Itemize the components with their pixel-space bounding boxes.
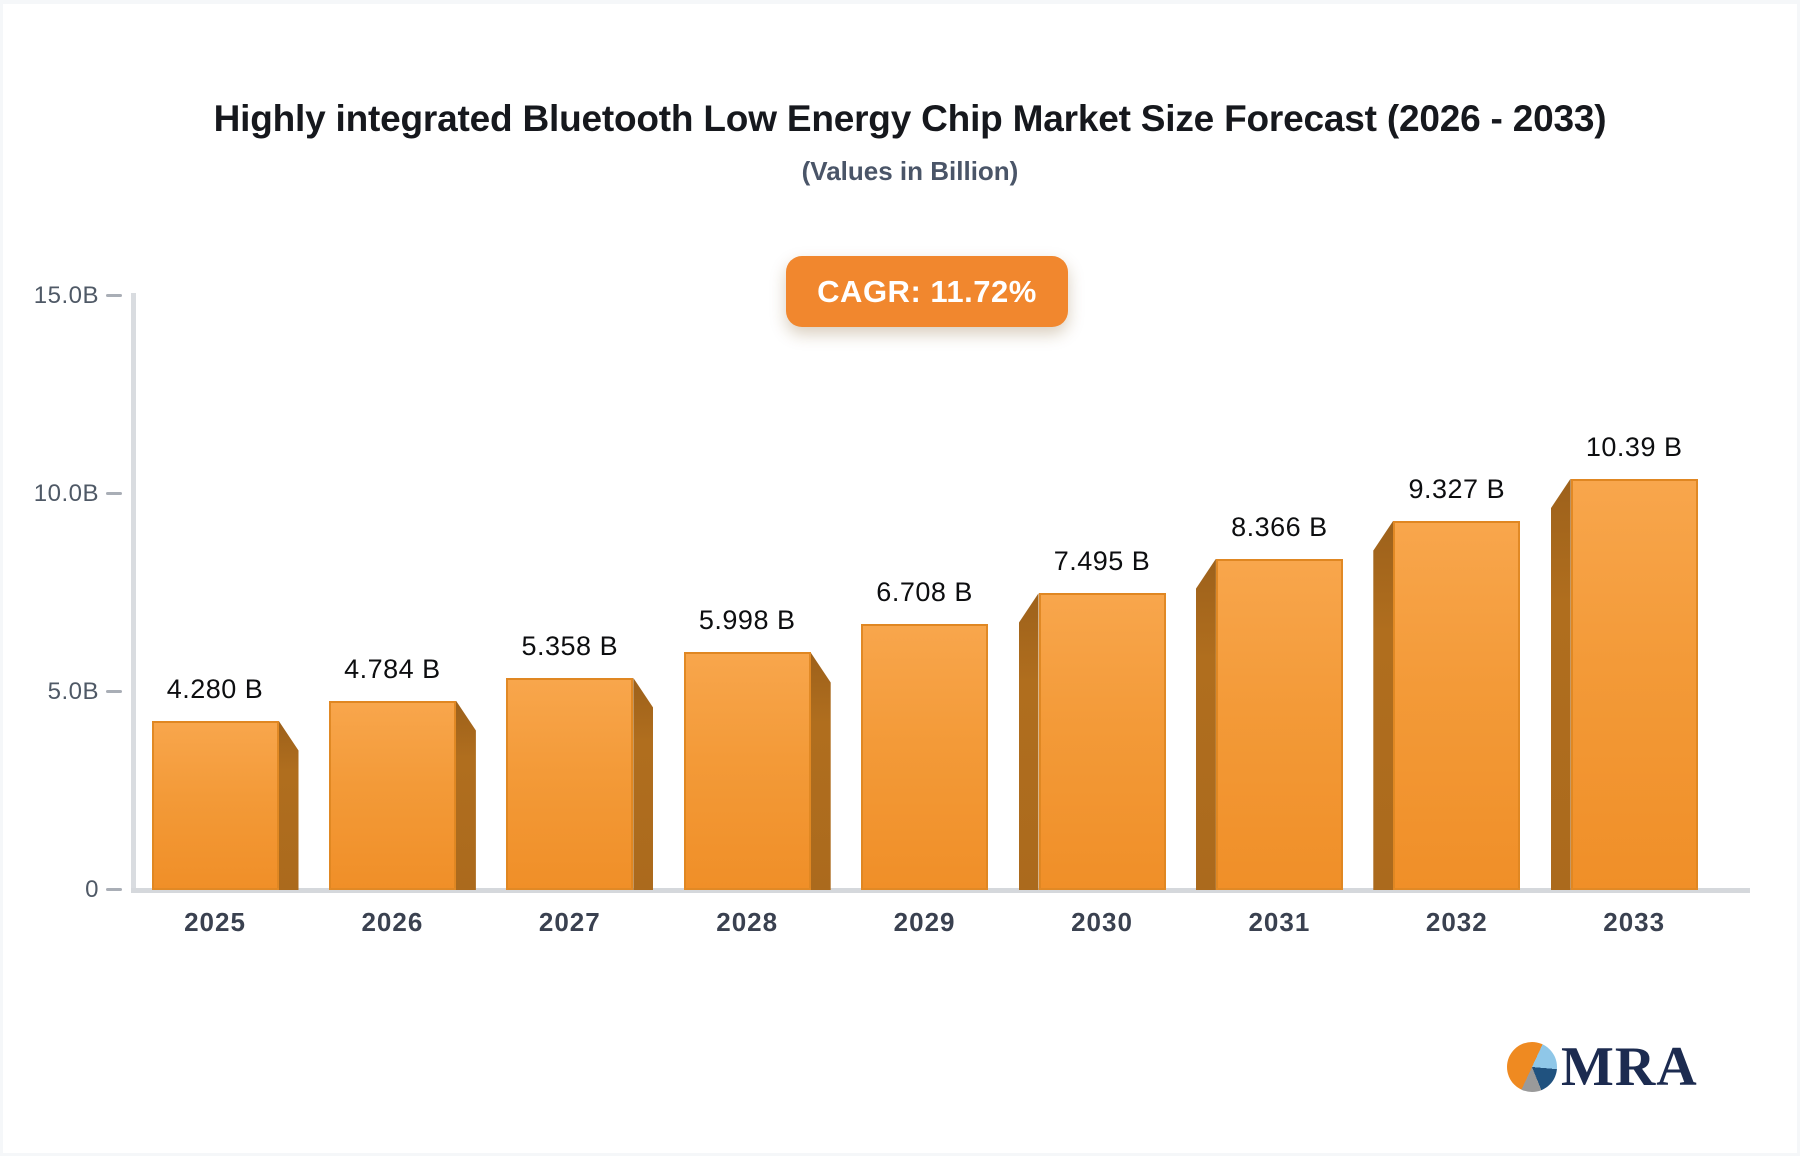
bar-3d-side xyxy=(1195,558,1216,890)
bar-3d-side xyxy=(278,720,299,890)
y-axis-label: 15.0B xyxy=(33,282,99,309)
bar-2030[interactable] xyxy=(1038,593,1166,890)
y-axis-label: 0 xyxy=(85,876,99,903)
bar-value-label: 9.327 B xyxy=(1408,473,1506,504)
bar-2032[interactable] xyxy=(1393,520,1521,890)
brand-name: MRA xyxy=(1561,1036,1698,1098)
x-axis-label: 2033 xyxy=(1603,907,1666,937)
x-axis-label: 2028 xyxy=(716,907,779,937)
brand-logo: MRA xyxy=(1507,1036,1698,1098)
x-axis-label: 2029 xyxy=(893,907,956,937)
y-axis-tick xyxy=(106,888,122,891)
bar-3d-side xyxy=(1018,593,1039,890)
bar-value-label: 5.358 B xyxy=(521,630,619,661)
y-axis-tick xyxy=(106,492,122,495)
bar-2025[interactable] xyxy=(151,720,279,890)
chart-title: Highly integrated Bluetooth Low Energy C… xyxy=(213,98,1607,139)
y-axis-label: 5.0B xyxy=(47,678,99,705)
y-axis-line xyxy=(131,293,136,893)
bar-3d-side xyxy=(1550,478,1571,890)
bar-value-label: 10.39 B xyxy=(1585,431,1683,462)
bar-3d-side xyxy=(633,677,654,890)
x-axis-label: 2031 xyxy=(1248,907,1311,937)
bar-3d-side xyxy=(455,700,476,890)
bar-2028[interactable] xyxy=(683,652,811,890)
x-axis-line xyxy=(131,888,1750,893)
bar-2026[interactable] xyxy=(328,700,456,890)
bar-value-label: 4.784 B xyxy=(344,653,441,684)
bar-2033[interactable] xyxy=(1570,478,1698,890)
chart-subtitle: (Values in Billion) xyxy=(801,156,1019,186)
bar-2029[interactable] xyxy=(861,624,989,890)
bar-3d-side xyxy=(1373,520,1394,890)
x-axis-label: 2026 xyxy=(361,907,424,937)
bar-value-label: 4.280 B xyxy=(166,673,264,704)
bar-value-label: 7.495 B xyxy=(1053,546,1151,577)
x-axis-label: 2025 xyxy=(184,907,246,937)
y-axis-tick xyxy=(106,294,122,297)
bar-3d-side xyxy=(810,652,831,890)
cagr-label: CAGR: 11.72% xyxy=(817,273,1037,309)
pie-chart-logo-icon xyxy=(1507,1042,1557,1092)
bar-2027[interactable] xyxy=(506,677,634,890)
bar-value-label: 6.708 B xyxy=(876,577,973,608)
bar-2031[interactable] xyxy=(1215,558,1343,890)
y-axis-tick xyxy=(106,690,122,693)
cagr-badge: CAGR: 11.72% xyxy=(786,256,1068,327)
bar-chart-plot: 0 5.0B 10.0B 15.0B 4.280 B 2025 4.784 B 2026 5.3… xyxy=(3,4,1800,1160)
chart-header: Highly integrated Bluetooth Low Energy C… xyxy=(43,98,1777,187)
x-axis-label: 2027 xyxy=(538,907,601,937)
bar-value-label: 8.366 B xyxy=(1231,511,1328,542)
bar-value-label: 5.998 B xyxy=(698,605,796,636)
x-axis-label: 2030 xyxy=(1071,907,1133,937)
x-axis-label: 2032 xyxy=(1425,907,1488,937)
y-axis-label: 10.0B xyxy=(33,480,99,507)
